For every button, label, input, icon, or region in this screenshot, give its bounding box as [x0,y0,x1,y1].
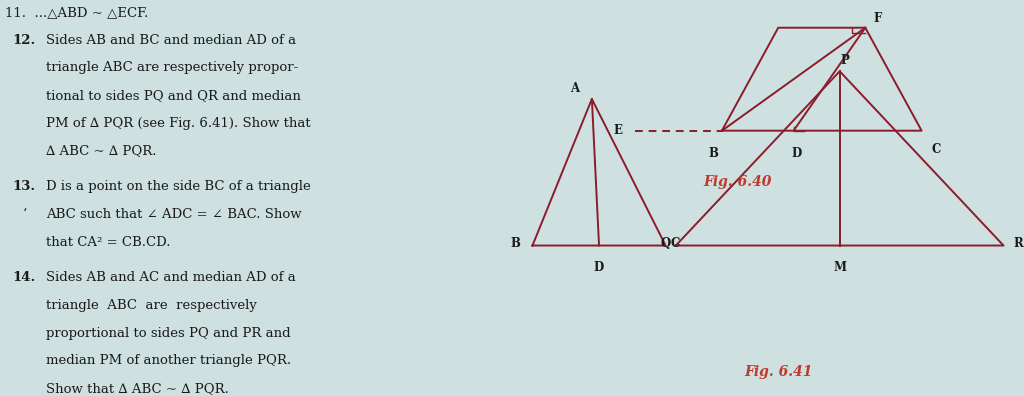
Text: P: P [841,53,849,67]
Text: Sides AB and AC and median AD of a: Sides AB and AC and median AD of a [46,271,296,284]
Text: B: B [510,237,520,250]
Text: ‘: ‘ [23,208,27,221]
Text: 13.: 13. [12,180,36,193]
Text: R: R [1014,237,1024,250]
Text: Sides AB and BC and median AD of a: Sides AB and BC and median AD of a [46,34,296,47]
Text: 11.  ...△ABD ~ △ECF.: 11. ...△ABD ~ △ECF. [5,6,148,19]
Text: D: D [594,261,604,274]
Text: PM of ∆ PQR (see Fig. 6.41). Show that: PM of ∆ PQR (see Fig. 6.41). Show that [46,117,310,130]
Text: D: D [792,147,802,160]
Text: 14.: 14. [12,271,36,284]
Text: ∆ ABC ~ ∆ PQR.: ∆ ABC ~ ∆ PQR. [46,145,157,158]
Text: Fig. 6.41: Fig. 6.41 [744,365,812,379]
Text: Q: Q [660,237,671,250]
Text: tional to sides PQ and QR and median: tional to sides PQ and QR and median [46,89,301,102]
Text: D is a point on the side BC of a triangle: D is a point on the side BC of a triangl… [46,180,311,193]
Text: A: A [570,82,580,95]
Text: Fig. 6.40: Fig. 6.40 [703,175,771,189]
Text: Show that ∆ ABC ~ ∆ PQR.: Show that ∆ ABC ~ ∆ PQR. [46,382,229,395]
Text: C: C [932,143,941,156]
Text: triangle  ABC  are  respectively: triangle ABC are respectively [46,299,257,312]
Text: B: B [709,147,719,160]
Text: ABC such that ∠ ADC = ∠ BAC. Show: ABC such that ∠ ADC = ∠ BAC. Show [46,208,302,221]
Text: median PM of another triangle PQR.: median PM of another triangle PQR. [46,354,291,367]
Text: 12.: 12. [12,34,36,47]
Text: C: C [671,237,680,250]
Text: F: F [873,11,882,25]
Text: proportional to sides PQ and PR and: proportional to sides PQ and PR and [46,327,291,340]
Text: that CA² = CB.CD.: that CA² = CB.CD. [46,236,171,249]
Text: M: M [834,261,846,274]
Text: triangle ABC are respectively propor-: triangle ABC are respectively propor- [46,61,298,74]
Text: E: E [613,124,623,137]
